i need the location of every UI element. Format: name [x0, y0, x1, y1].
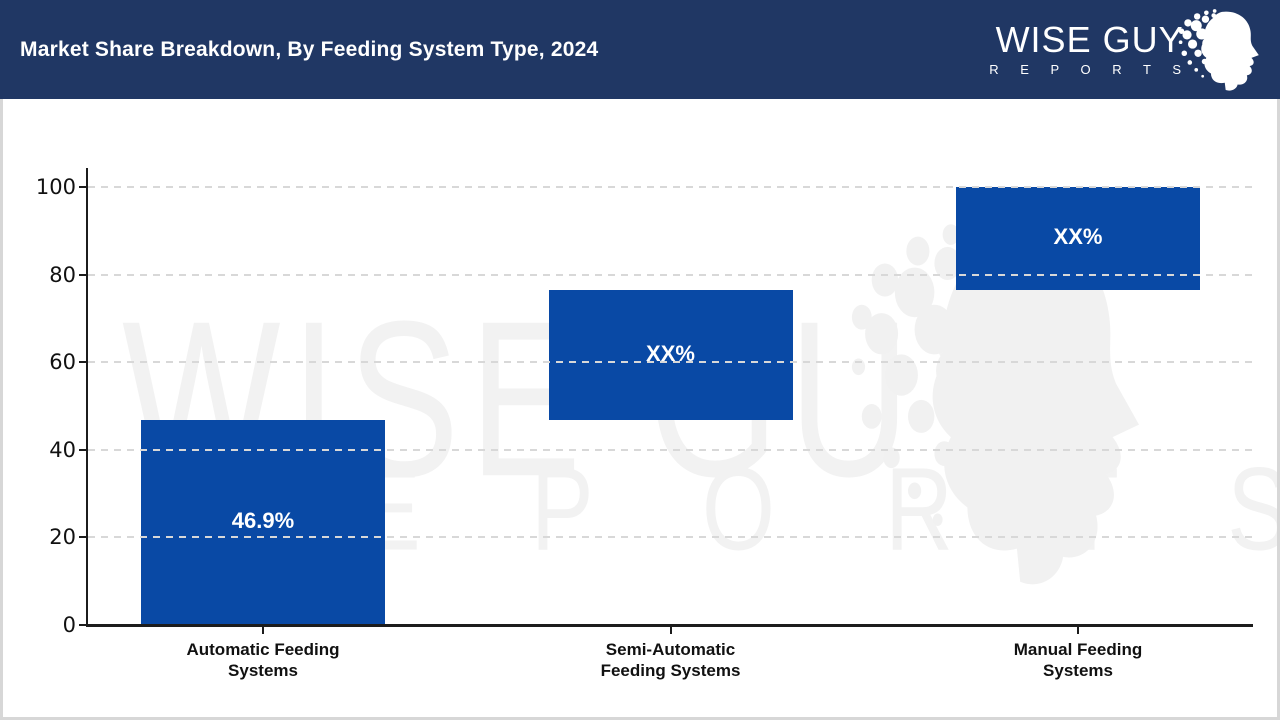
market-share-chart: 0 20 40 60 80 100 46.9% Automatic Feeding Syste…	[0, 99, 1280, 720]
x-axis-line	[86, 624, 1253, 627]
gridline-20	[88, 536, 1253, 539]
x-category-label-manual-feeding: Manual Feeding Systems	[1013, 640, 1143, 680]
y-axis-tick-20	[79, 536, 86, 539]
wiseguy-logo: WISE GUY R E P O R T S	[989, 9, 1268, 92]
gridline-40	[88, 448, 1253, 451]
x-axis-tick-semi-automatic	[669, 627, 672, 634]
y-axis-tick-80	[79, 273, 86, 276]
chart-title: Market Share Breakdown, By Feeding Syste…	[20, 37, 599, 61]
y-axis-line	[86, 168, 88, 627]
bar-value-label-automatic-feeding: 46.9%	[231, 508, 295, 534]
gridline-60	[88, 361, 1253, 364]
bar-value-label-semi-automatic: XX%	[646, 340, 695, 366]
gridline-100	[88, 186, 1253, 188]
y-axis-tick-0	[79, 624, 86, 626]
x-axis-tick-manual-feeding	[1077, 627, 1079, 634]
logo-tagline-text: R E P O R T S	[989, 62, 1190, 77]
bar-semi-automatic	[548, 289, 793, 420]
logo-head-icon	[1178, 9, 1259, 91]
y-tick-label-20: 20	[49, 525, 76, 550]
y-axis-tick-60	[79, 361, 86, 364]
y-axis-tick-100	[79, 186, 86, 188]
bar-value-label-manual-feeding: XX%	[1053, 224, 1103, 250]
logo-name-text: WISE GUY	[995, 19, 1184, 60]
header-bar: Market Share Breakdown, By Feeding Syste…	[0, 0, 1280, 99]
x-axis-tick-automatic-feeding	[262, 627, 264, 634]
y-tick-label-100: 100	[35, 175, 76, 199]
y-tick-label-80: 80	[49, 262, 76, 287]
y-tick-label-40: 40	[49, 437, 76, 462]
logo-text: WISE GUY R E P O R T S	[989, 19, 1190, 78]
bar-automatic-feeding	[141, 419, 385, 625]
x-category-label-automatic-feeding: Automatic Feeding Systems	[186, 640, 340, 680]
y-axis-tick-40	[79, 448, 86, 451]
bar-manual-feeding	[956, 187, 1200, 290]
y-tick-label-0: 0	[62, 613, 76, 637]
x-category-label-semi-automatic: Semi-Automatic Feeding Systems	[600, 640, 741, 680]
y-tick-label-60: 60	[49, 350, 76, 375]
gridline-80	[88, 273, 1253, 276]
